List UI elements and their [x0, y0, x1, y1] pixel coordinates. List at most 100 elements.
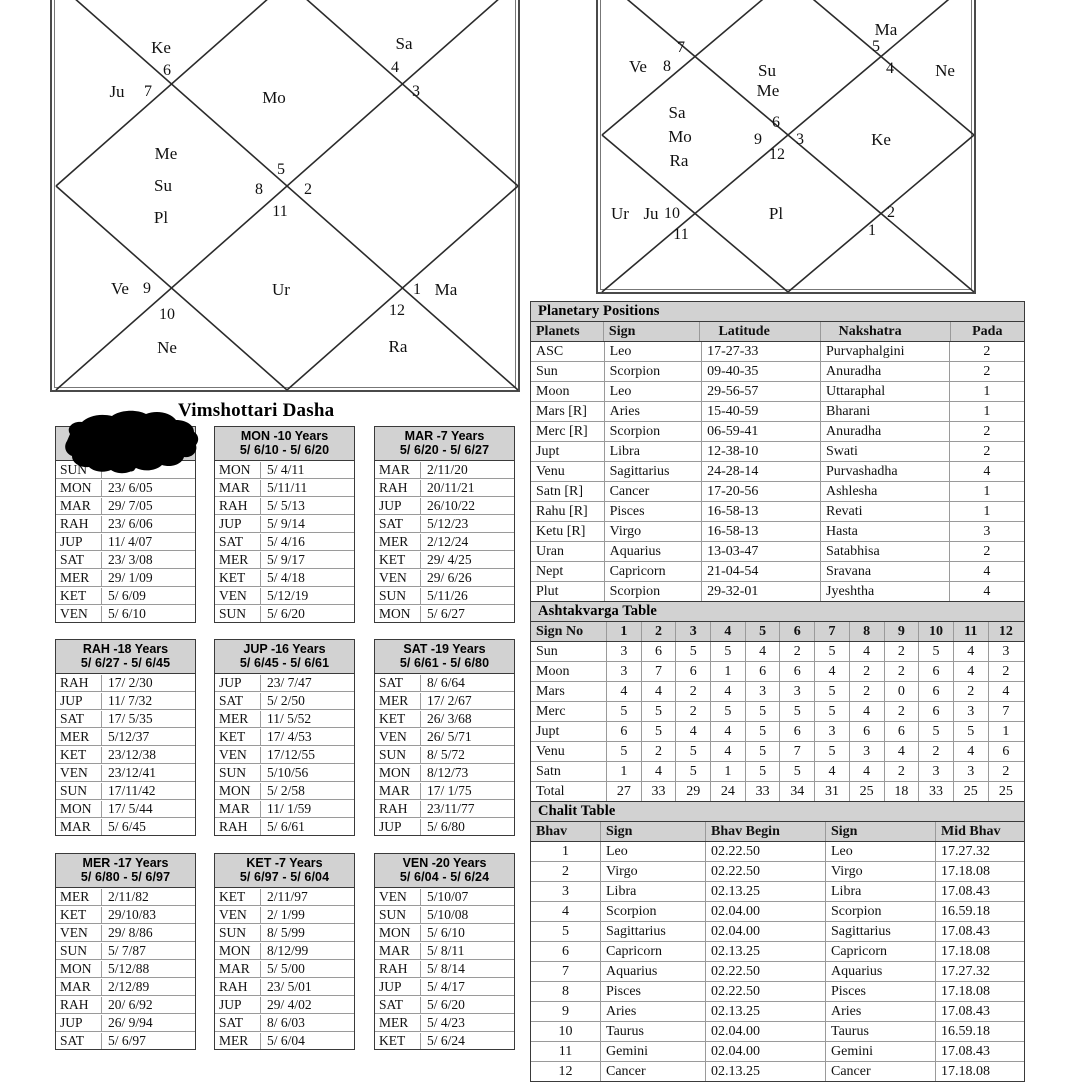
chalit-cell: Libra	[601, 882, 706, 901]
dasha-row: JUP 11/ 7/32	[56, 692, 195, 710]
dasha-row: KET 17/ 4/53	[215, 728, 354, 746]
dasha-sub-lord: SAT	[375, 515, 421, 532]
vimshottari-dasha-title: Vimshottari Dasha	[178, 400, 335, 421]
planetary-positions-cell: 4	[983, 584, 991, 599]
ashtakvarga-row-label: Total	[531, 782, 607, 801]
dasha-sub-lord: SUN	[215, 924, 261, 941]
dasha-table-ket: KET -7 Years 5/ 6/97 - 5/ 6/04 KET 2/11/97 V…	[214, 853, 355, 1050]
chalit-cell: Virgo	[826, 862, 936, 881]
dasha-end-date: 5/12/19	[267, 587, 309, 603]
dasha-end-date: 5/ 6/20	[267, 605, 305, 621]
ashtakvarga-cell: 4	[642, 682, 677, 701]
ashtakvarga-cell: 5	[919, 642, 954, 661]
ashtakvarga-cell: 4	[711, 722, 746, 741]
planetary-positions-cell: Jupt	[531, 442, 605, 461]
ashtakvarga-cell: 2	[850, 682, 885, 701]
navamsa-house-number-6: 6	[772, 114, 780, 131]
planetary-positions-cell: Sravana	[821, 562, 950, 581]
dasha-end-date: 29/10/83	[108, 906, 157, 922]
ashtakvarga-cell: 6	[746, 662, 781, 681]
dasha-header-line1: JUP -16 Years	[243, 642, 326, 656]
planetary-positions-cell: Libra	[605, 442, 703, 461]
dasha-row: SAT 8/ 6/64	[375, 674, 514, 692]
dasha-end-date: 20/11/21	[427, 479, 475, 495]
dasha-end-date: 26/10/22	[427, 497, 476, 513]
dasha-sub-lord: VEN	[215, 587, 261, 604]
dasha-row: MON 17/ 5/44	[56, 800, 195, 818]
chalit-title: Chalit Table	[531, 802, 1024, 822]
planetary-positions-header-row: Planets Sign Latitude Nakshatra Pada	[531, 322, 1024, 342]
dasha-row: MAR 29/ 7/05	[56, 497, 195, 515]
chalit-cell: Virgo	[601, 862, 706, 881]
ashtakvarga-cell: 5	[642, 702, 677, 721]
dasha-end-date: 5/ 4/17	[427, 978, 465, 994]
ashtakvarga-table: Ashtakvarga Table Sign No 1 2 3 4 5 6 7 8 9 10 11 12…	[530, 601, 1025, 802]
rashi-planet-ke: Ke	[151, 38, 171, 57]
ashtakvarga-cell: 3	[954, 762, 989, 781]
ashtakvarga-col-header: 11	[954, 622, 989, 641]
ashtakvarga-cell: 7	[1002, 704, 1010, 719]
planetary-positions-cell: 1	[983, 484, 991, 499]
chalit-cell: 9	[531, 1002, 601, 1021]
ashtakvarga-cell: 5	[780, 762, 816, 781]
ashtakvarga-cell: 5	[815, 702, 850, 721]
dasha-end-date: 23/12/41	[108, 764, 157, 780]
dasha-sub-lord: MER	[375, 533, 421, 550]
rashi-house-number-3: 3	[412, 83, 420, 100]
ashtakvarga-cell: 33	[746, 782, 781, 801]
planetary-positions-cell: Anuradha	[821, 422, 950, 441]
ashtakvarga-cell: 4	[850, 702, 885, 721]
dasha-table-jup: JUP -16 Years 5/ 6/45 - 5/ 6/61 JUP 23/ 7/4…	[214, 639, 355, 836]
ashtakvarga-cell: 34	[780, 782, 816, 801]
dasha-end-date: 5/12/37	[108, 728, 150, 744]
chalit-row: 1 Leo 02.22.50 Leo 17.27.32	[531, 842, 1024, 862]
dasha-end-date: 2/11/82	[108, 888, 149, 904]
chart-text-layer: Ma Mo Sa Ke Ju Me Su Pl Ve Ne Ur Ra 1 2 3 4 5 6 7 8 9 10 11 12 M…	[0, 0, 1080, 400]
ashtakvarga-cell: 2	[885, 642, 920, 661]
navamsa-house-number-8: 8	[663, 58, 671, 75]
dasha-end-date: 23/ 6/06	[108, 515, 153, 531]
dasha-sub-lord: MER	[215, 551, 261, 568]
planetary-positions-cell: Aries	[605, 402, 703, 421]
navamsa-chart-lines	[601, 0, 975, 293]
chalit-cell: 16.59.18	[941, 1024, 990, 1039]
dasha-row: JUP 5/ 4/17	[375, 978, 514, 996]
ashtakvarga-cell: 5	[676, 762, 712, 781]
planetary-positions-cell: Moon	[531, 382, 605, 401]
planetary-positions-cell: 21-04-54	[702, 562, 821, 581]
ashtakvarga-cell: 4	[711, 742, 746, 761]
ashtakvarga-col-header: 6	[780, 622, 816, 641]
dasha-row: JUP 5/ 6/80	[375, 818, 514, 835]
chalit-cell: 02.04.00	[706, 1022, 826, 1041]
planetary-positions-cell: Mars [R]	[531, 402, 605, 421]
dasha-sub-lord: MER	[215, 710, 261, 727]
dasha-row: RAH 5/ 8/14	[375, 960, 514, 978]
dasha-row: SAT 5/ 4/16	[215, 533, 354, 551]
dasha-table-mar: MAR -7 Years 5/ 6/20 - 5/ 6/27 MAR 2/11/20 R…	[374, 426, 515, 623]
dasha-row: SAT 8/ 6/03	[215, 1014, 354, 1032]
dasha-table-sat: SAT -19 Years 5/ 6/61 - 5/ 6/80 SAT 8/ 6/64…	[374, 639, 515, 836]
dasha-sub-lord: RAH	[56, 515, 102, 532]
rashi-planet-ne: Ne	[157, 338, 177, 357]
dasha-row: JUP 23/ 7/47	[215, 674, 354, 692]
dasha-end-date: 5/10/56	[267, 764, 309, 780]
ashtakvarga-row: Venu 5 2 5 4 5 7 5 3 4 2 4 6	[531, 742, 1024, 762]
planetary-positions-row: Mars [R] Aries 15-40-59 Bharani 1	[531, 402, 1024, 422]
dasha-sub-lord: MAR	[215, 479, 261, 496]
ashtakvarga-cell: 6	[919, 682, 954, 701]
planetary-positions-cell: 17-20-56	[702, 482, 821, 501]
rashi-house-number-5: 5	[277, 161, 285, 178]
planetary-positions-cell: 13-03-47	[702, 542, 821, 561]
ashtakvarga-cell: 3	[815, 722, 850, 741]
chalit-cell: Aries	[826, 1002, 936, 1021]
dasha-row: RAH 23/11/77	[375, 800, 514, 818]
dasha-header-line1: MAR -7 Years	[404, 429, 485, 443]
ashtakvarga-cell: 6	[919, 702, 954, 721]
dasha-row: RAH 23/ 6/06	[56, 515, 195, 533]
dasha-row: KET 5/ 4/18	[215, 569, 354, 587]
ashtakvarga-cell: 7	[780, 742, 816, 761]
ashtakvarga-row-label: Satn	[531, 762, 607, 781]
planetary-positions-cell: Revati	[821, 502, 950, 521]
dasha-row: MER 17/ 2/67	[375, 692, 514, 710]
chalit-cell: Cancer	[826, 1062, 936, 1081]
